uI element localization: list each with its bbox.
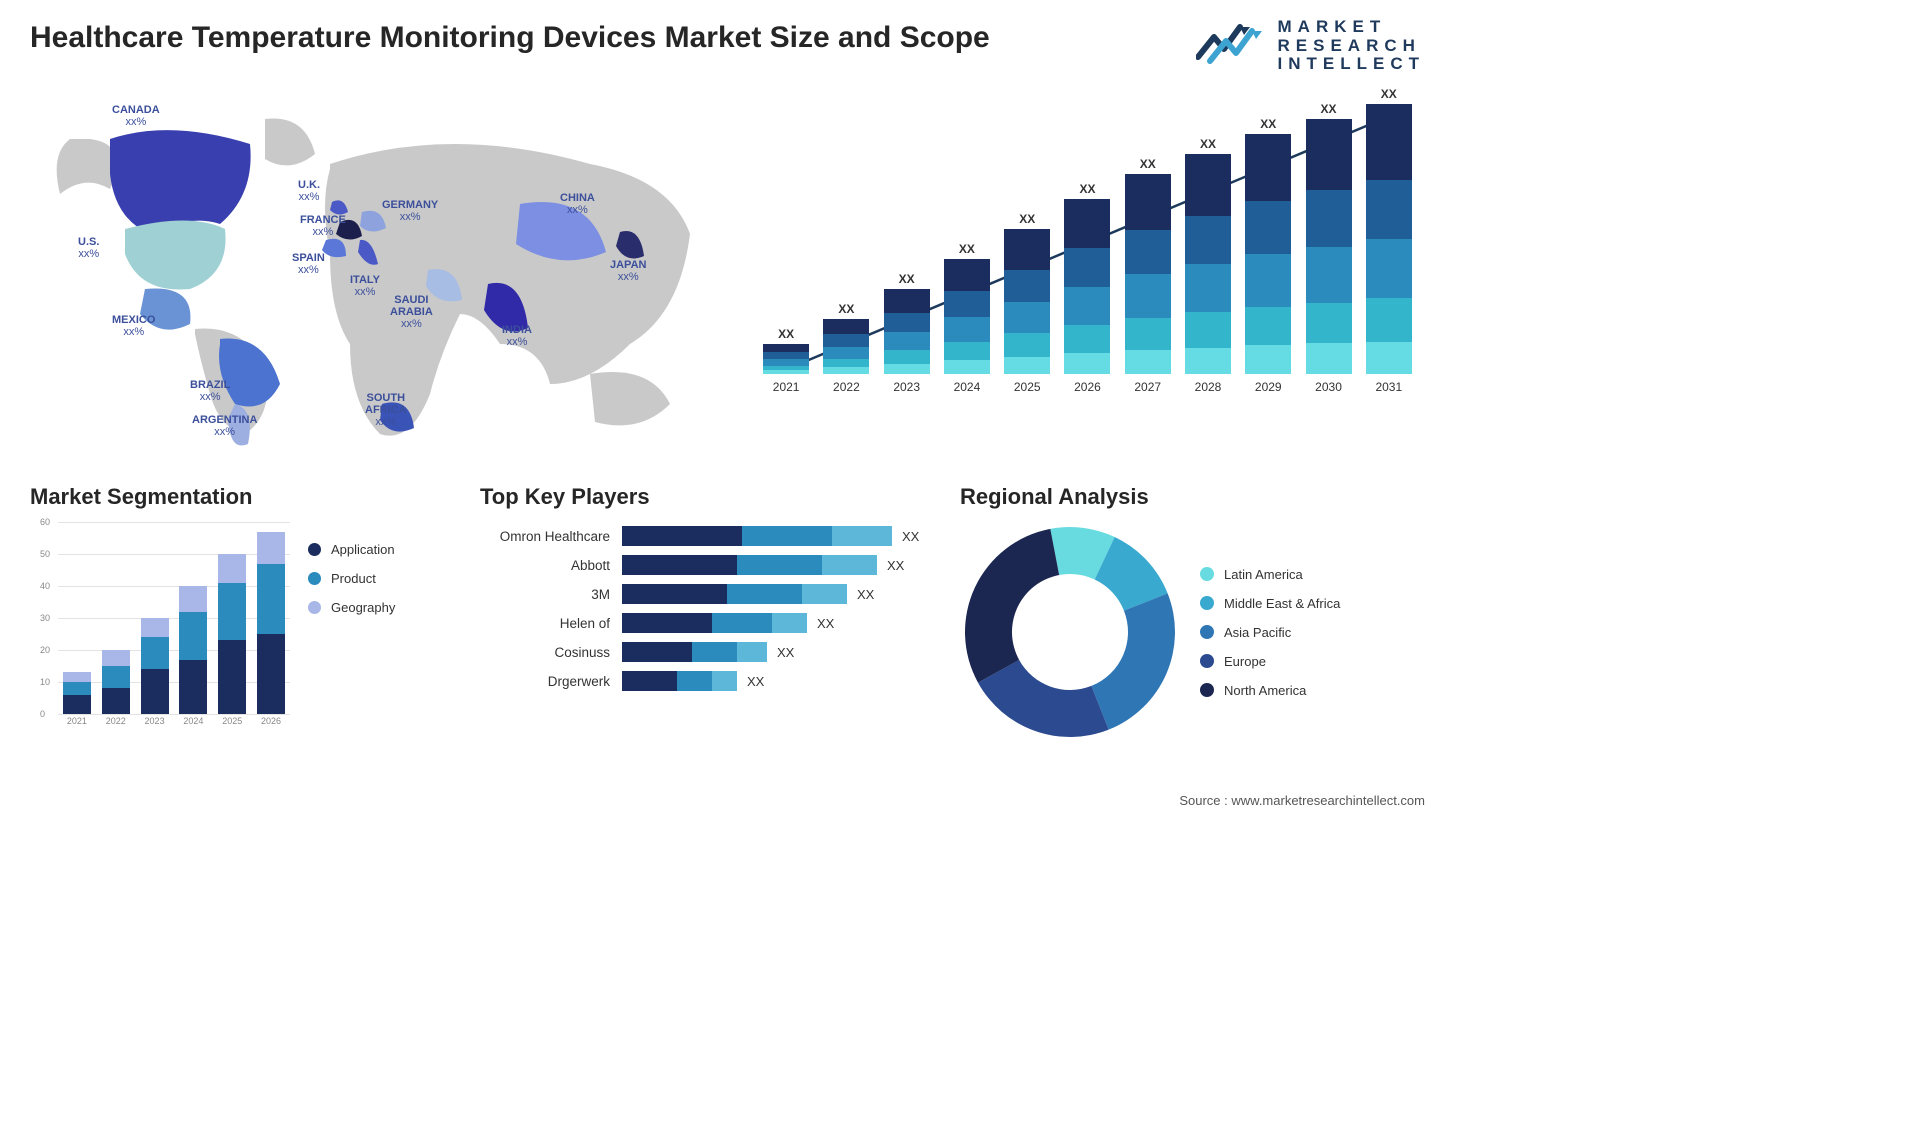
players-panel: Top Key Players Omron HealthcareXXAbbott… (480, 484, 930, 742)
regional-panel: Regional Analysis Latin America Middle Ea… (960, 484, 1425, 742)
forecast-bar-2030: XX 2030 (1302, 102, 1354, 394)
player-row: Omron Healthcare XX (480, 526, 930, 546)
player-row: Drgerwerk XX (480, 671, 930, 691)
seg-legend-item: Geography (308, 600, 395, 615)
player-bar (622, 584, 847, 604)
seg-bar-2022 (101, 650, 131, 714)
forecast-bar-2023: XX 2023 (881, 272, 933, 394)
players-chart: Omron Healthcare XX Abbott XX 3M XX Helen of XX… (480, 522, 930, 691)
player-value: XX (777, 645, 794, 660)
forecast-bar-value: XX (1079, 182, 1095, 196)
seg-x-label: 2026 (256, 716, 286, 732)
player-row: Abbott XX (480, 555, 930, 575)
forecast-bar-year: 2031 (1375, 380, 1402, 394)
forecast-bar-value: XX (778, 327, 794, 341)
seg-legend-item: Application (308, 542, 395, 557)
page-title: Healthcare Temperature Monitoring Device… (30, 18, 990, 57)
world-map-svg (30, 84, 710, 464)
forecast-bar-value: XX (1140, 157, 1156, 171)
player-name: Helen of (480, 616, 610, 631)
forecast-bar-year: 2027 (1134, 380, 1161, 394)
forecast-bar-2022: XX 2022 (820, 302, 872, 394)
forecast-bar-2029: XX 2029 (1242, 117, 1294, 394)
logo-text-1: MARKET (1278, 18, 1426, 37)
forecast-bar-value: XX (899, 272, 915, 286)
forecast-bar-2024: XX 2024 (941, 242, 993, 394)
forecast-bar-2028: XX 2028 (1182, 137, 1234, 394)
segmentation-chart: 0102030405060202120222023202420252026 (30, 522, 290, 732)
brand-logo: MARKET RESEARCH INTELLECT (1196, 18, 1426, 74)
player-name: Abbott (480, 558, 610, 573)
player-value: XX (887, 558, 904, 573)
regional-legend-item: Europe (1200, 654, 1340, 669)
segmentation-title: Market Segmentation (30, 484, 450, 510)
forecast-bar-year: 2021 (773, 380, 800, 394)
seg-bar-2021 (62, 672, 92, 714)
players-title: Top Key Players (480, 484, 930, 510)
forecast-bar-2021: XX 2021 (760, 327, 812, 394)
world-map-panel: CANADAxx%U.S.xx%MEXICOxx%BRAZILxx%ARGENT… (30, 84, 710, 464)
player-value: XX (857, 587, 874, 602)
forecast-bar-2031: XX 2031 (1363, 87, 1415, 394)
player-name: Drgerwerk (480, 674, 610, 689)
player-bar (622, 642, 767, 662)
forecast-bar-value: XX (1019, 212, 1035, 226)
forecast-bar-year: 2029 (1255, 380, 1282, 394)
player-row: Helen of XX (480, 613, 930, 633)
player-name: Cosinuss (480, 645, 610, 660)
seg-x-label: 2025 (217, 716, 247, 732)
player-value: XX (817, 616, 834, 631)
forecast-bar-value: XX (1321, 102, 1337, 116)
seg-x-label: 2023 (140, 716, 170, 732)
forecast-bar-year: 2028 (1195, 380, 1222, 394)
forecast-bar-2025: XX 2025 (1001, 212, 1053, 394)
regional-donut-chart (960, 522, 1180, 742)
segmentation-legend: Application Product Geography (308, 522, 395, 732)
player-value: XX (747, 674, 764, 689)
forecast-bar-year: 2023 (893, 380, 920, 394)
player-bar (622, 671, 737, 691)
player-name: Omron Healthcare (480, 529, 610, 544)
forecast-bar-year: 2025 (1014, 380, 1041, 394)
forecast-bar-year: 2030 (1315, 380, 1342, 394)
forecast-bar-value: XX (959, 242, 975, 256)
player-bar (622, 613, 807, 633)
player-bar (622, 526, 892, 546)
seg-bar-2025 (217, 554, 247, 714)
seg-bar-2023 (140, 618, 170, 714)
seg-legend-item: Product (308, 571, 395, 586)
regional-legend: Latin America Middle East & Africa Asia Pa… (1200, 567, 1340, 698)
seg-x-label: 2021 (62, 716, 92, 732)
player-bar (622, 555, 877, 575)
regional-legend-item: Latin America (1200, 567, 1340, 582)
logo-mark-icon (1196, 21, 1268, 72)
seg-x-label: 2024 (178, 716, 208, 732)
regional-title: Regional Analysis (960, 484, 1425, 510)
segmentation-panel: Market Segmentation 01020304050602021202… (30, 484, 450, 742)
seg-x-label: 2022 (101, 716, 131, 732)
forecast-bar-value: XX (1260, 117, 1276, 131)
forecast-bar-year: 2026 (1074, 380, 1101, 394)
forecast-bar-value: XX (1381, 87, 1397, 101)
forecast-bar-2026: XX 2026 (1061, 182, 1113, 394)
forecast-bar-year: 2024 (954, 380, 981, 394)
forecast-bar-panel: XX 2021 XX 2022 XX 2023 XX 2024 XX 2025 XX 2026 XX 20… (750, 84, 1425, 464)
forecast-bar-value: XX (1200, 137, 1216, 151)
regional-legend-item: North America (1200, 683, 1340, 698)
player-row: Cosinuss XX (480, 642, 930, 662)
seg-bar-2024 (178, 586, 208, 714)
forecast-bar-2027: XX 2027 (1122, 157, 1174, 394)
logo-text-3: INTELLECT (1278, 55, 1426, 74)
logo-text-2: RESEARCH (1278, 37, 1426, 56)
seg-bar-2026 (256, 532, 286, 714)
source-text: Source : www.marketresearchintellect.com (1179, 793, 1425, 808)
regional-legend-item: Asia Pacific (1200, 625, 1340, 640)
forecast-bar-value: XX (838, 302, 854, 316)
player-row: 3M XX (480, 584, 930, 604)
player-value: XX (902, 529, 919, 544)
regional-legend-item: Middle East & Africa (1200, 596, 1340, 611)
forecast-bar-year: 2022 (833, 380, 860, 394)
player-name: 3M (480, 587, 610, 602)
